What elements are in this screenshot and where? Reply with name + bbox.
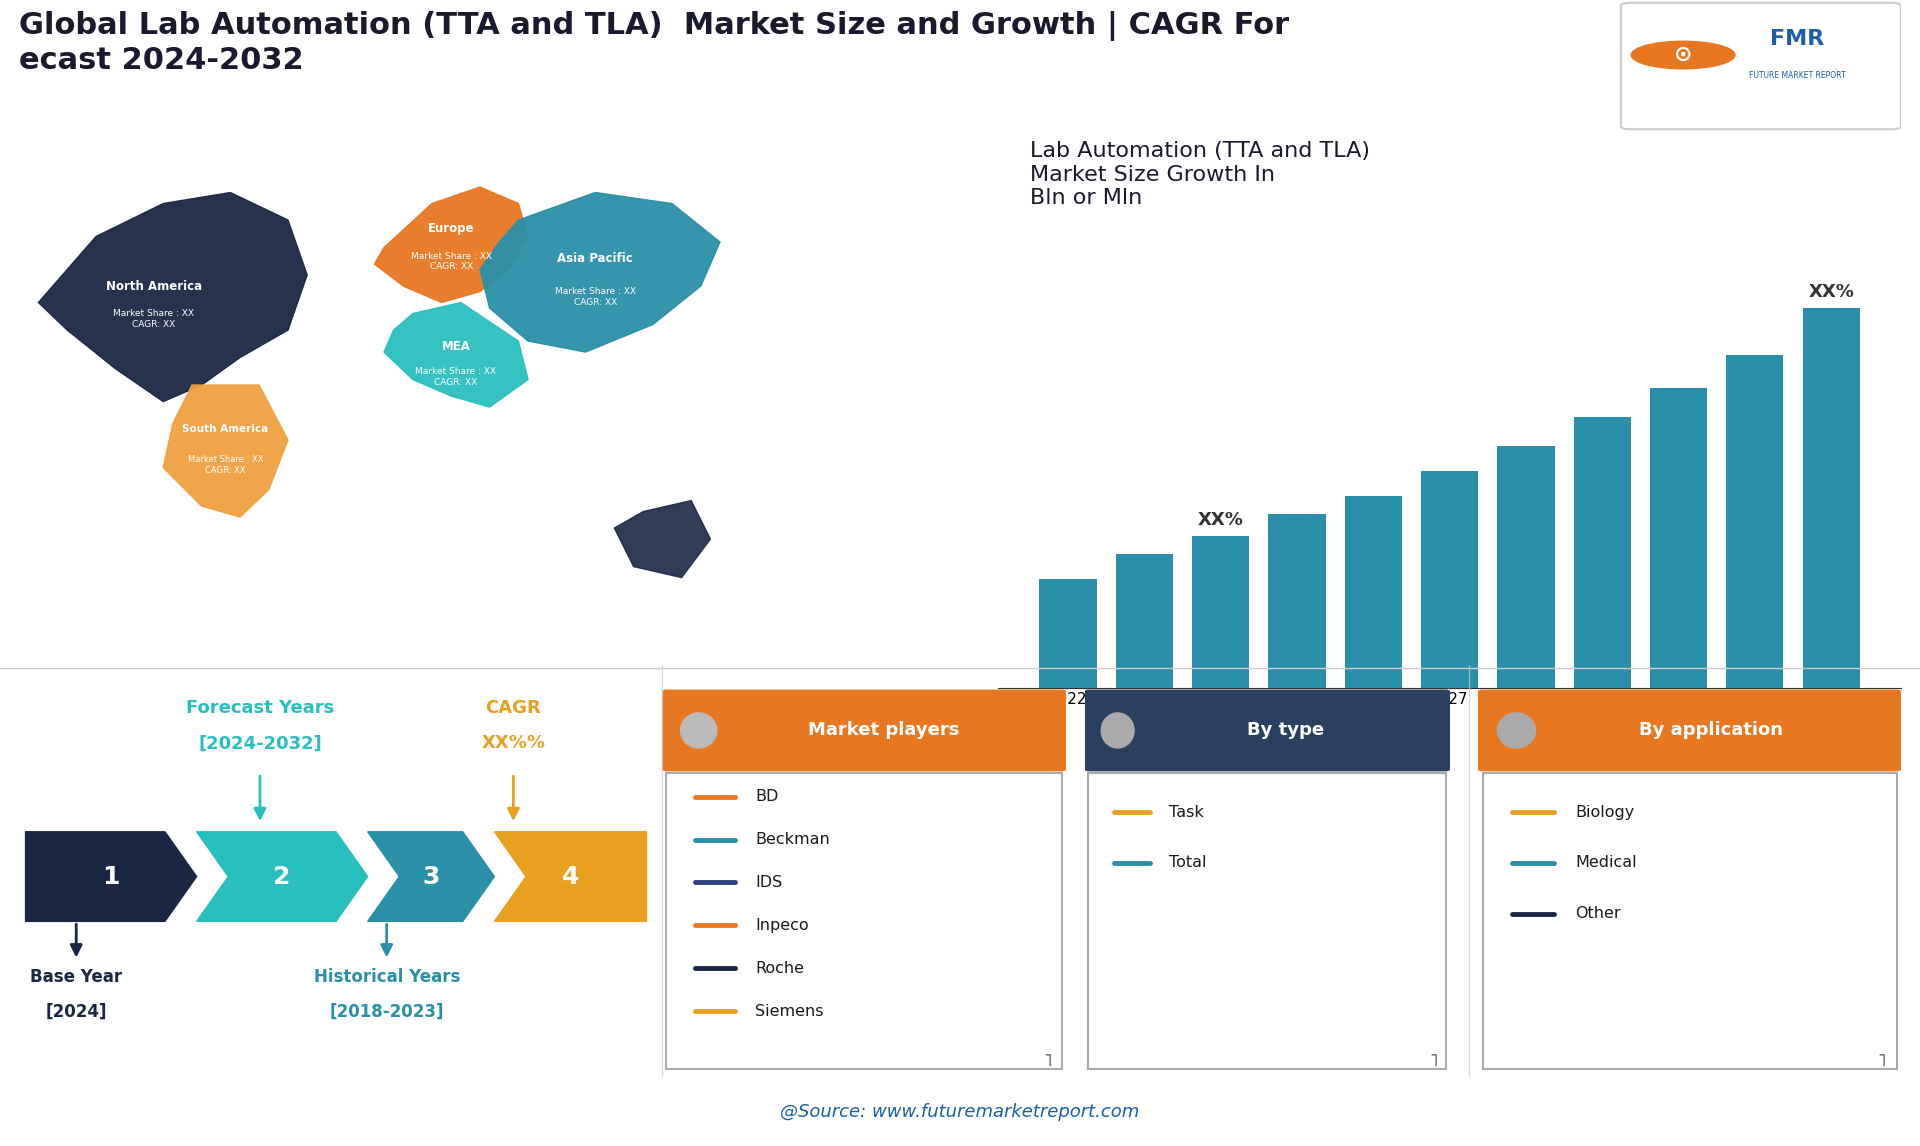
Text: Market players: Market players bbox=[808, 722, 960, 739]
Text: XX%%: XX%% bbox=[482, 735, 545, 753]
Text: Total: Total bbox=[1169, 855, 1206, 871]
Text: Forecast Years: Forecast Years bbox=[186, 699, 334, 717]
Text: Other: Other bbox=[1576, 906, 1620, 921]
Circle shape bbox=[1632, 41, 1736, 69]
Bar bbox=[1803, 308, 1860, 688]
Text: Lab Automation (TTA and TLA)
Market Size Growth In
Bln or Mln: Lab Automation (TTA and TLA) Market Size… bbox=[1029, 141, 1369, 207]
Text: Market Share : XX
CAGR: XX: Market Share : XX CAGR: XX bbox=[113, 309, 194, 329]
Text: 1: 1 bbox=[102, 864, 119, 888]
Text: XX%: XX% bbox=[1198, 511, 1244, 528]
Text: By type: By type bbox=[1246, 722, 1325, 739]
Text: South America: South America bbox=[182, 424, 269, 434]
Text: Task: Task bbox=[1169, 804, 1204, 819]
Bar bbox=[1421, 471, 1478, 688]
Text: XX%: XX% bbox=[1809, 283, 1855, 301]
Text: CAGR: CAGR bbox=[486, 699, 541, 717]
Text: Base Year: Base Year bbox=[31, 968, 123, 987]
Text: ⌐: ⌐ bbox=[1423, 1053, 1440, 1070]
Bar bbox=[1116, 554, 1173, 688]
Text: By application: By application bbox=[1640, 722, 1782, 739]
Text: IDS: IDS bbox=[755, 874, 781, 890]
Text: 4: 4 bbox=[563, 864, 580, 888]
FancyBboxPatch shape bbox=[1482, 774, 1897, 1069]
Text: Beckman: Beckman bbox=[755, 832, 829, 847]
Polygon shape bbox=[163, 385, 288, 517]
Bar bbox=[1574, 417, 1630, 688]
Bar bbox=[1344, 496, 1402, 688]
FancyBboxPatch shape bbox=[1089, 774, 1446, 1069]
Text: BD: BD bbox=[755, 790, 778, 804]
Text: FMR: FMR bbox=[1770, 29, 1824, 48]
FancyBboxPatch shape bbox=[1620, 2, 1901, 129]
Text: Historical Years: Historical Years bbox=[313, 968, 461, 987]
Text: Market Share : XX
CAGR: XX: Market Share : XX CAGR: XX bbox=[188, 455, 263, 474]
Text: Inpeco: Inpeco bbox=[755, 918, 808, 933]
Bar bbox=[1192, 536, 1250, 688]
Text: Market Share : XX
CAGR: XX: Market Share : XX CAGR: XX bbox=[555, 288, 636, 307]
FancyBboxPatch shape bbox=[666, 774, 1062, 1069]
Text: Global Lab Automation (TTA and TLA)  Market Size and Growth | CAGR For
ecast 202: Global Lab Automation (TTA and TLA) Mark… bbox=[19, 11, 1290, 74]
FancyBboxPatch shape bbox=[1476, 690, 1903, 771]
Polygon shape bbox=[25, 832, 196, 921]
Text: ↗: ↗ bbox=[1008, 697, 1021, 715]
Text: [2024]: [2024] bbox=[46, 1003, 108, 1021]
Text: [2024-2032]: [2024-2032] bbox=[198, 735, 323, 753]
Bar bbox=[1269, 515, 1325, 688]
Text: Europe: Europe bbox=[428, 222, 474, 235]
Bar bbox=[1726, 355, 1784, 688]
Text: MEA: MEA bbox=[442, 340, 470, 353]
FancyBboxPatch shape bbox=[660, 690, 1068, 771]
Polygon shape bbox=[38, 193, 307, 401]
Circle shape bbox=[680, 713, 716, 748]
Text: North America: North America bbox=[106, 280, 202, 292]
Text: Asia Pacific: Asia Pacific bbox=[557, 252, 634, 265]
Text: ⊙: ⊙ bbox=[1674, 45, 1692, 65]
Text: 2: 2 bbox=[273, 864, 290, 888]
Polygon shape bbox=[369, 832, 495, 921]
Polygon shape bbox=[196, 832, 369, 921]
Text: [2018-2023]: [2018-2023] bbox=[330, 1003, 444, 1021]
Polygon shape bbox=[480, 193, 720, 352]
Text: @Source: www.futuremarketreport.com: @Source: www.futuremarketreport.com bbox=[780, 1102, 1140, 1121]
Bar bbox=[1039, 579, 1096, 688]
Text: 3: 3 bbox=[422, 864, 440, 888]
Polygon shape bbox=[614, 501, 710, 578]
Circle shape bbox=[1102, 713, 1135, 748]
Polygon shape bbox=[384, 303, 528, 407]
Polygon shape bbox=[495, 832, 647, 921]
Text: ⌐: ⌐ bbox=[1870, 1053, 1889, 1070]
Text: FUTURE MARKET REPORT: FUTURE MARKET REPORT bbox=[1749, 71, 1845, 80]
Text: Market Share : XX
CAGR: XX: Market Share : XX CAGR: XX bbox=[411, 252, 492, 270]
Text: Medical: Medical bbox=[1576, 855, 1638, 871]
Text: Biology: Biology bbox=[1576, 804, 1634, 819]
Circle shape bbox=[1498, 713, 1536, 748]
FancyBboxPatch shape bbox=[1083, 690, 1452, 771]
Polygon shape bbox=[374, 187, 528, 303]
Text: ⌐: ⌐ bbox=[1037, 1053, 1054, 1070]
Text: Market Share : XX
CAGR: XX: Market Share : XX CAGR: XX bbox=[415, 367, 497, 386]
Text: Siemens: Siemens bbox=[755, 1004, 824, 1019]
Bar bbox=[1649, 387, 1707, 688]
Text: Roche: Roche bbox=[755, 960, 804, 975]
Bar bbox=[1498, 446, 1555, 688]
